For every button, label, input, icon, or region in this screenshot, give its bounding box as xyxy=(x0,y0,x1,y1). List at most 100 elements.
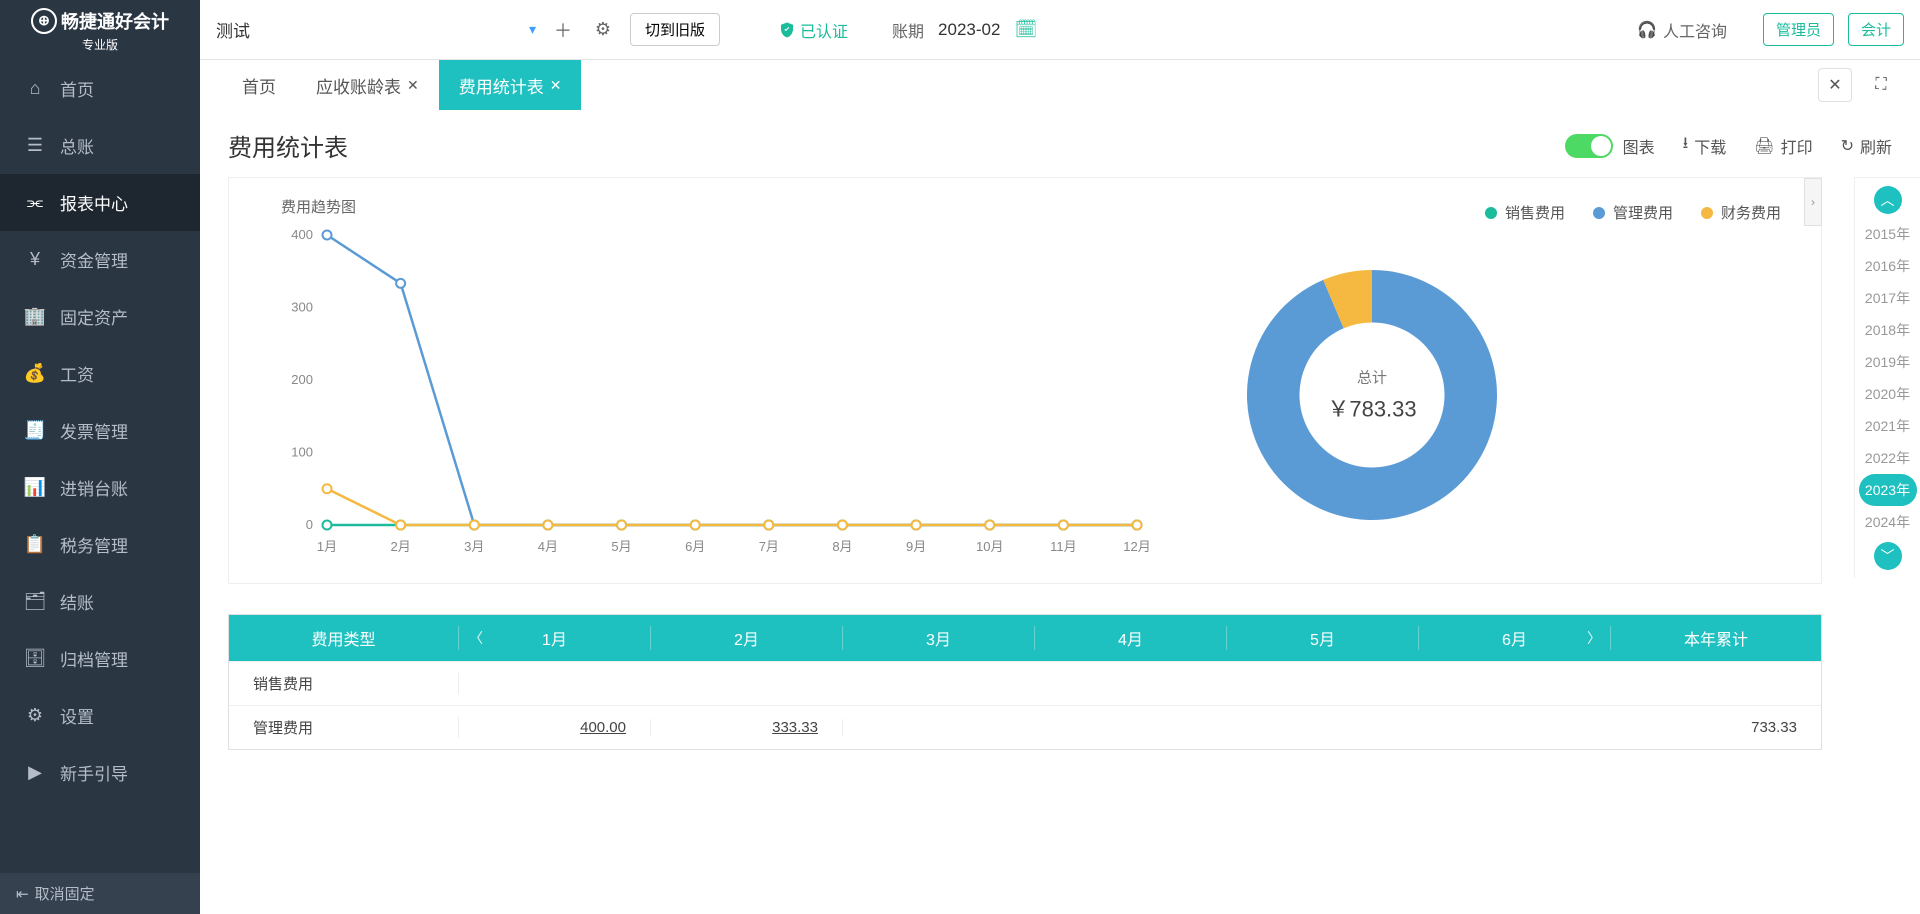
download-icon: ⭳ xyxy=(1683,132,1689,159)
table-row: 销售费用 xyxy=(229,661,1821,705)
sidebar-item-6[interactable]: 🧾 发票管理 xyxy=(0,402,200,459)
chart-toggle[interactable] xyxy=(1565,134,1613,158)
year-2016年[interactable]: 2016年 xyxy=(1859,250,1917,282)
sidebar-item-2[interactable]: ⫘报表中心 xyxy=(0,174,200,231)
account-selector[interactable]: 测试 ▾ xyxy=(216,17,536,42)
panel-collapse-handle[interactable]: › xyxy=(1804,178,1822,226)
cell-type: 管理费用 xyxy=(229,717,459,738)
tab-close-icon[interactable]: ✕ xyxy=(407,77,419,94)
switch-old-button[interactable]: 切到旧版 xyxy=(630,13,720,46)
sidebar-item-9[interactable]: 🗂结账 xyxy=(0,573,200,630)
verified-label: 已认证 xyxy=(800,18,848,42)
svg-text:7月: 7月 xyxy=(759,539,779,554)
period-value: 2023-02 xyxy=(938,20,1000,40)
nav-icon: ¥ xyxy=(24,249,46,271)
sidebar-item-12[interactable]: ▶新手引导 xyxy=(0,744,200,801)
sidebar-item-1[interactable]: ☰总账 xyxy=(0,117,200,174)
sidebar-item-0[interactable]: ⌂首页 xyxy=(0,60,200,117)
year-2020年[interactable]: 2020年 xyxy=(1859,378,1917,410)
print-label: 打印 xyxy=(1781,134,1813,158)
legend-label: 财务费用 xyxy=(1721,202,1781,223)
nav-icon: 🏢 xyxy=(24,306,46,328)
role-accountant-button[interactable]: 会计 xyxy=(1848,13,1904,46)
tab-label: 应收账龄表 xyxy=(316,73,401,98)
tab-0[interactable]: 首页 xyxy=(222,60,296,110)
chevron-down-icon: ▾ xyxy=(529,21,536,38)
sidebar-item-8[interactable]: 📋税务管理 xyxy=(0,516,200,573)
nav-icon: 🗄 xyxy=(24,648,46,670)
tab-1[interactable]: 应收账龄表 ✕ xyxy=(296,60,439,110)
nav-icon: ⫘ xyxy=(24,192,46,214)
expense-table: 费用类型 〈 〉 1月2月3月4月5月6月 本年累计 销售费用管理费用400.0… xyxy=(228,614,1822,750)
col-type-header: 费用类型 xyxy=(229,626,459,650)
download-button[interactable]: ⭳ 下载 xyxy=(1683,132,1727,159)
cell-month[interactable]: 400.00 xyxy=(459,719,651,736)
nav-icon: ☰ xyxy=(24,135,46,157)
role-admin-button[interactable]: 管理员 xyxy=(1763,13,1834,46)
page-header: 费用统计表 图表 ⭳ 下载 🖨 打印 ↻ 刷新 xyxy=(200,110,1920,177)
table-row: 管理费用400.00333.33733.33 xyxy=(229,705,1821,749)
brand-name: 畅捷通好会计 xyxy=(61,8,169,34)
print-button[interactable]: 🖨 打印 xyxy=(1754,134,1812,158)
refresh-icon: ↻ xyxy=(1841,136,1854,156)
donut-chart: 总计 ￥783.33 xyxy=(1217,240,1527,550)
tab-label: 费用统计表 xyxy=(459,73,544,98)
refresh-button[interactable]: ↻ 刷新 xyxy=(1841,134,1892,158)
nav-label: 资金管理 xyxy=(60,247,128,272)
fullscreen-icon[interactable]: ⛶ xyxy=(1864,68,1898,102)
cell-month[interactable]: 333.33 xyxy=(651,719,843,736)
period-label: 账期 xyxy=(892,18,924,42)
svg-text:2月: 2月 xyxy=(391,539,411,554)
year-2018年[interactable]: 2018年 xyxy=(1859,314,1917,346)
year-2015年[interactable]: 2015年 xyxy=(1859,218,1917,250)
print-icon: 🖨 xyxy=(1754,136,1774,156)
add-icon[interactable]: ＋ xyxy=(550,17,576,43)
chart-toggle-label: 图表 xyxy=(1623,134,1655,158)
svg-text:8月: 8月 xyxy=(832,539,852,554)
year-2017年[interactable]: 2017年 xyxy=(1859,282,1917,314)
donut-center-label: 总计 xyxy=(1327,367,1416,388)
nav-icon: ⌂ xyxy=(24,78,46,100)
gear-icon[interactable]: ⚙ xyxy=(590,17,616,43)
close-all-tabs-button[interactable]: ✕ xyxy=(1818,68,1852,102)
sidebar-item-11[interactable]: ⚙设置 xyxy=(0,687,200,744)
headset-icon: 🎧 xyxy=(1637,20,1657,40)
year-up-button[interactable]: ︿ xyxy=(1874,186,1902,214)
consult-button[interactable]: 🎧 人工咨询 xyxy=(1637,18,1727,42)
sidebar-item-3[interactable]: ¥ 资金管理 xyxy=(0,231,200,288)
legend-item[interactable]: 销售费用 xyxy=(1485,202,1565,223)
sidebar-item-7[interactable]: 📊进销台账 xyxy=(0,459,200,516)
nav-icon: 📋 xyxy=(24,534,46,556)
tab-close-icon[interactable]: ✕ xyxy=(550,77,562,94)
year-2022年[interactable]: 2022年 xyxy=(1859,442,1917,474)
month-header: 3月 xyxy=(843,626,1035,650)
svg-text:400: 400 xyxy=(291,227,313,242)
svg-text:6月: 6月 xyxy=(685,539,705,554)
sidebar-item-5[interactable]: 💰工资 xyxy=(0,345,200,402)
svg-text:3月: 3月 xyxy=(464,539,484,554)
year-2019年[interactable]: 2019年 xyxy=(1859,346,1917,378)
nav-label: 发票管理 xyxy=(60,418,128,443)
year-2021年[interactable]: 2021年 xyxy=(1859,410,1917,442)
calendar-icon[interactable]: 🗓 xyxy=(1014,19,1037,40)
svg-text:10月: 10月 xyxy=(976,539,1003,554)
nav-icon: ⚙ xyxy=(24,705,46,727)
legend-item[interactable]: 财务费用 xyxy=(1701,202,1781,223)
nav-icon: 🧾 xyxy=(24,420,46,442)
verified-badge: 已认证 xyxy=(778,18,848,42)
sidebar-item-4[interactable]: 🏢固定资产 xyxy=(0,288,200,345)
nav-label: 进销台账 xyxy=(60,475,128,500)
svg-text:200: 200 xyxy=(291,372,313,387)
sidebar-unpin[interactable]: ⇤ 取消固定 xyxy=(0,873,200,914)
refresh-label: 刷新 xyxy=(1860,134,1892,158)
year-2024年[interactable]: 2024年 xyxy=(1859,506,1917,538)
svg-text:9月: 9月 xyxy=(906,539,926,554)
legend-item[interactable]: 管理费用 xyxy=(1593,202,1673,223)
unpin-icon: ⇤ xyxy=(16,885,29,903)
year-2023年[interactable]: 2023年 xyxy=(1859,474,1917,506)
logo-icon: ⊕ xyxy=(31,8,57,34)
content-area: ︿ 2015年2016年2017年2018年2019年2020年2021年202… xyxy=(200,177,1920,914)
tab-2[interactable]: 费用统计表 ✕ xyxy=(439,60,582,110)
year-down-button[interactable]: ﹀ xyxy=(1874,542,1902,570)
sidebar-item-10[interactable]: 🗄归档管理 xyxy=(0,630,200,687)
